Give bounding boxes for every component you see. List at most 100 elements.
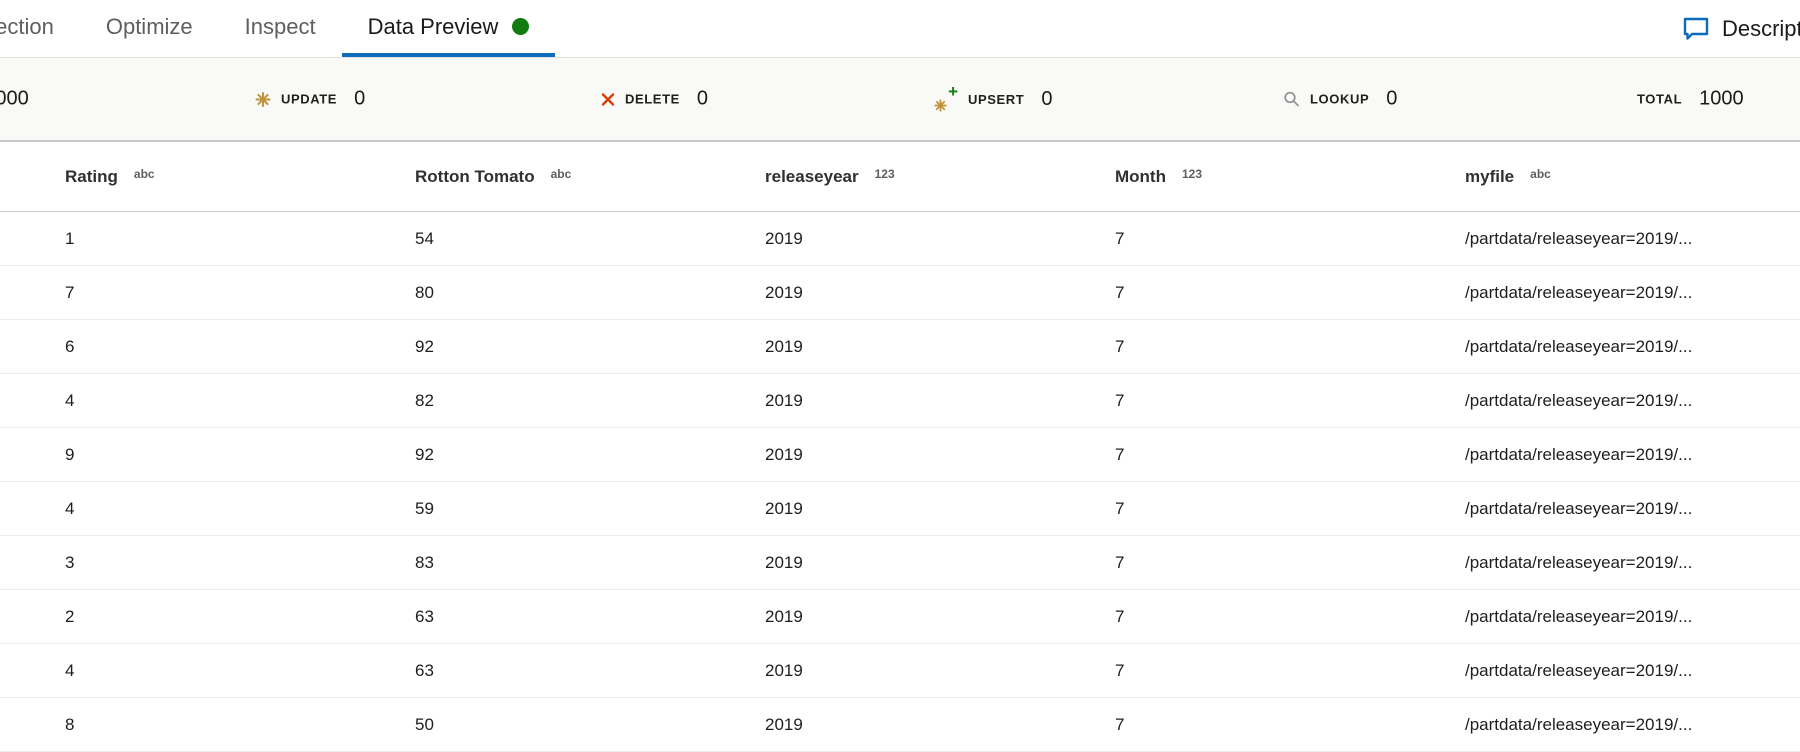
table-row: 3 83 2019 7/partdata/releaseyear=2019/... bbox=[0, 536, 1800, 590]
column-header-rotton-tomato[interactable]: Rotton Tomato abc bbox=[415, 167, 765, 187]
table-row: 8 50 2019 7/partdata/releaseyear=2019/... bbox=[0, 698, 1800, 752]
table-cell: 50 bbox=[415, 714, 434, 734]
stat-label: UPDATE bbox=[281, 91, 338, 107]
stat-count: 0 bbox=[1041, 87, 1053, 110]
description-label: Description bbox=[1721, 15, 1800, 41]
table-cell: 7 bbox=[1115, 498, 1125, 518]
table-cell: 4 bbox=[65, 390, 75, 410]
asterisk-icon bbox=[255, 91, 271, 107]
table-cell: 63 bbox=[415, 660, 434, 680]
column-name: Month bbox=[1115, 166, 1166, 186]
table-cell: 2019 bbox=[765, 228, 803, 248]
tab-label: Projection bbox=[0, 13, 54, 39]
table-cell: 54 bbox=[415, 228, 434, 248]
x-icon bbox=[601, 92, 615, 106]
table-header-row: Rating abc Rotton Tomato abc releaseyear… bbox=[0, 142, 1800, 212]
column-header-rating[interactable]: Rating abc bbox=[65, 167, 415, 187]
tab-bar: Projection Optimize Inspect Data Preview… bbox=[0, 0, 1800, 58]
table-row: 4 63 2019 7/partdata/releaseyear=2019/... bbox=[0, 644, 1800, 698]
column-header-releaseyear[interactable]: releaseyear 123 bbox=[765, 167, 1115, 187]
column-header-month[interactable]: Month 123 bbox=[1115, 167, 1465, 187]
table-body: 1 54 2019 7/partdata/releaseyear=2019/... 7 8… bbox=[0, 212, 1800, 752]
tab-inspect[interactable]: Inspect bbox=[219, 0, 342, 57]
stat-label: TOTAL bbox=[1637, 91, 1683, 107]
table-row: 2 63 2019 7/partdata/releaseyear=2019/... bbox=[0, 590, 1800, 644]
table-cell: /partdata/releaseyear=2019/... bbox=[1465, 714, 1693, 734]
stats-bar: INSERT 1000 UPDATE 0 DELETE 0 + bbox=[0, 58, 1800, 142]
tab-data-preview[interactable]: Data Preview bbox=[341, 0, 556, 57]
table-cell: 3 bbox=[65, 552, 75, 572]
table-cell: 7 bbox=[1115, 714, 1125, 734]
table-cell: 83 bbox=[415, 552, 434, 572]
asterisk-plus-icon: + bbox=[934, 83, 958, 112]
column-type-badge: abc bbox=[1530, 166, 1551, 181]
stat-label: DELETE bbox=[625, 91, 680, 107]
table-cell: /partdata/releaseyear=2019/... bbox=[1465, 552, 1693, 572]
column-type-badge: 123 bbox=[874, 166, 895, 181]
column-type-badge: abc bbox=[550, 166, 572, 181]
table-row: 1 54 2019 7/partdata/releaseyear=2019/... bbox=[0, 212, 1800, 266]
table-cell: 8 bbox=[65, 714, 75, 734]
table-cell: /partdata/releaseyear=2019/... bbox=[1465, 498, 1693, 518]
table-row: 9 92 2019 7/partdata/releaseyear=2019/... bbox=[0, 428, 1800, 482]
stat-label: UPSERT bbox=[968, 91, 1025, 107]
tab-optimize[interactable]: Optimize bbox=[80, 0, 219, 57]
stat-upsert[interactable]: + UPSERT 0 bbox=[934, 83, 1053, 112]
table-cell: 2019 bbox=[765, 552, 803, 572]
table-cell: /partdata/releaseyear=2019/... bbox=[1465, 282, 1693, 302]
table-row: 6 92 2019 7/partdata/releaseyear=2019/... bbox=[0, 320, 1800, 374]
table-cell: 59 bbox=[415, 498, 434, 518]
table-cell: /partdata/releaseyear=2019/... bbox=[1465, 228, 1693, 248]
table-cell: 7 bbox=[65, 282, 75, 302]
table-cell: 1 bbox=[65, 228, 75, 248]
tab-label: Data Preview bbox=[367, 13, 499, 39]
table-cell: 92 bbox=[415, 336, 434, 356]
stat-update[interactable]: UPDATE 0 bbox=[255, 88, 365, 111]
stat-count: 0 bbox=[1386, 87, 1398, 110]
column-name: Rating bbox=[65, 166, 118, 186]
table-cell: 2019 bbox=[765, 390, 803, 410]
column-name: releaseyear bbox=[765, 166, 859, 186]
table-cell: 2019 bbox=[765, 660, 803, 680]
table-cell: 7 bbox=[1115, 606, 1125, 626]
table-cell: 2019 bbox=[765, 498, 803, 518]
table-cell: 2019 bbox=[765, 282, 803, 302]
table-cell: 7 bbox=[1115, 282, 1125, 302]
table-cell: /partdata/releaseyear=2019/... bbox=[1465, 390, 1693, 410]
table-cell: /partdata/releaseyear=2019/... bbox=[1465, 336, 1693, 356]
column-type-badge: abc bbox=[133, 166, 155, 181]
table-cell: 63 bbox=[415, 606, 434, 626]
table-cell: 7 bbox=[1115, 444, 1125, 464]
table-cell: 2019 bbox=[765, 606, 803, 626]
table-cell: /partdata/releaseyear=2019/... bbox=[1465, 606, 1693, 626]
table-cell: 80 bbox=[415, 282, 434, 302]
table-cell: 4 bbox=[65, 660, 75, 680]
search-icon bbox=[1283, 91, 1300, 108]
table-cell: /partdata/releaseyear=2019/... bbox=[1465, 660, 1693, 680]
table-cell: 92 bbox=[415, 444, 434, 464]
tabbar-spacer bbox=[555, 0, 1678, 57]
table-cell: 7 bbox=[1115, 390, 1125, 410]
stat-label: LOOKUP bbox=[1310, 91, 1370, 107]
column-type-badge: 123 bbox=[1181, 166, 1203, 181]
table-cell: 2019 bbox=[765, 336, 803, 356]
stat-insert[interactable]: INSERT 1000 bbox=[0, 88, 29, 111]
stat-lookup[interactable]: LOOKUP 0 bbox=[1283, 88, 1397, 111]
stat-count: 1000 bbox=[0, 87, 29, 110]
tab-label: Optimize bbox=[105, 13, 193, 39]
table-cell: 4 bbox=[65, 498, 75, 518]
stat-count: 1000 bbox=[1699, 87, 1744, 110]
table-cell: 7 bbox=[1115, 228, 1125, 248]
table-cell: 7 bbox=[1115, 660, 1125, 680]
stat-delete[interactable]: DELETE 0 bbox=[601, 88, 708, 111]
table-cell: 6 bbox=[65, 336, 75, 356]
column-header-myfile[interactable]: myfile abc bbox=[1465, 167, 1800, 187]
table-cell: 7 bbox=[1115, 552, 1125, 572]
table-row: 4 82 2019 7/partdata/releaseyear=2019/... bbox=[0, 374, 1800, 428]
column-name: Rotton Tomato bbox=[415, 166, 535, 186]
table-cell: 9 bbox=[65, 444, 75, 464]
tab-projection[interactable]: Projection bbox=[0, 0, 80, 57]
status-dot-icon bbox=[512, 18, 530, 35]
table-row: 7 80 2019 7/partdata/releaseyear=2019/... bbox=[0, 266, 1800, 320]
description-button[interactable]: Description bbox=[1678, 0, 1800, 57]
